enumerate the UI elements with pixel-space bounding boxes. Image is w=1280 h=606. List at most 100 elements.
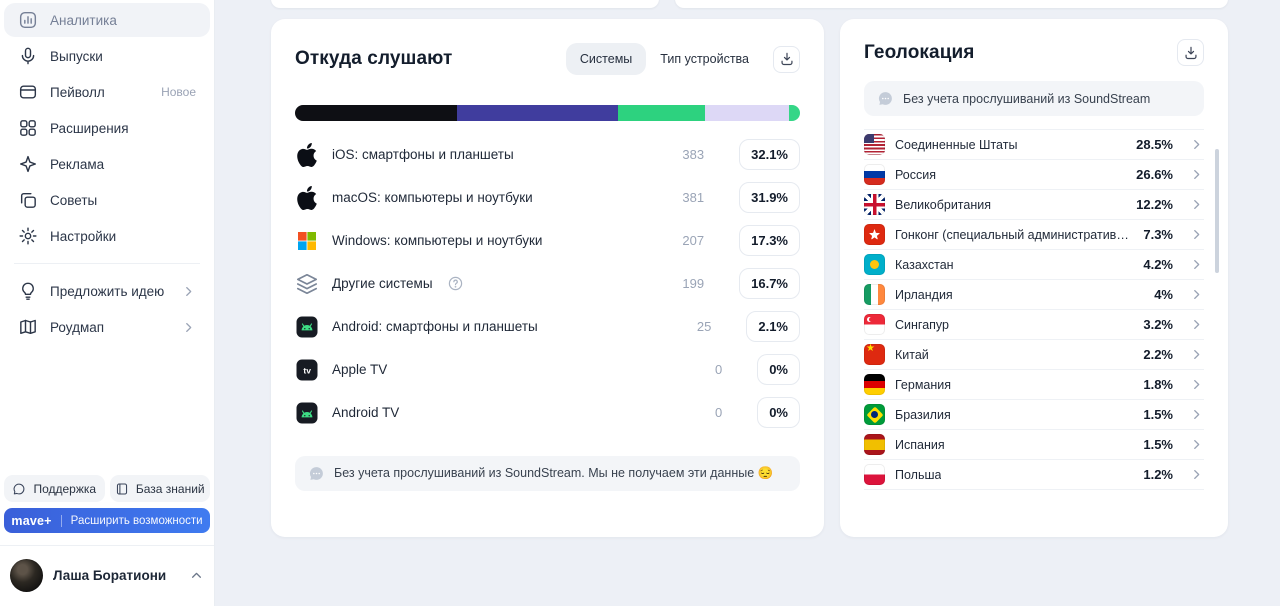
upgrade-label: Расширить возможности	[70, 514, 203, 527]
svg-text:tv: tv	[303, 365, 311, 375]
country-percent: 2.2%	[1143, 347, 1173, 362]
sidebar-item[interactable]: Расширения	[4, 111, 210, 145]
country-row[interactable]: Казахстан 4.2%	[864, 250, 1204, 280]
export-button[interactable]	[773, 45, 800, 73]
country-name: Ирландия	[895, 287, 953, 302]
systems-tabs: Системы Тип устройства	[565, 43, 763, 75]
os-icon	[295, 401, 319, 425]
listen-count: 207	[682, 233, 705, 248]
country-flag-icon	[864, 284, 885, 305]
country-flag-icon	[864, 344, 885, 365]
knowledge-base-button[interactable]: База знаний	[109, 475, 210, 502]
tab[interactable]: Системы	[565, 43, 647, 75]
country-name: Китай	[895, 347, 929, 362]
country-percent: 12.2%	[1136, 197, 1173, 212]
country-row[interactable]: Китай 2.2%	[864, 340, 1204, 370]
system-row: Другие системы 199 16.7%	[295, 262, 800, 305]
support-button[interactable]: Поддержка	[4, 475, 105, 502]
geo-card-title: Геолокация	[864, 41, 975, 63]
system-label: iOS: смартфоны и планшеты	[332, 147, 514, 162]
download-icon	[1183, 45, 1199, 61]
country-name: Великобритания	[895, 197, 991, 212]
country-flag-icon	[864, 404, 885, 425]
sidebar-item[interactable]: Советы	[4, 183, 210, 217]
percent-pill: 17.3%	[739, 225, 800, 256]
chevron-right-icon	[1189, 467, 1204, 482]
country-row[interactable]: Польша 1.2%	[864, 460, 1204, 490]
partial-card-top-left	[271, 0, 659, 8]
sidebar-item[interactable]: Реклама	[4, 147, 210, 181]
country-row[interactable]: Россия 26.6%	[864, 160, 1204, 190]
mave-plus-upgrade-button[interactable]: mave+ Расширить возможности	[4, 508, 210, 533]
geo-list: Соединенные Штаты 28.5% Россия 26.6% Вел…	[864, 129, 1204, 490]
user-profile[interactable]: Лаша Боратиони	[4, 546, 210, 606]
sidebar-item[interactable]: Настройки	[4, 219, 210, 253]
chevron-right-icon	[1189, 437, 1204, 452]
sidebar-item-icon	[18, 226, 38, 246]
sidebar-item[interactable]: Предложить идею	[4, 274, 210, 308]
chevron-right-icon	[1189, 227, 1204, 242]
country-percent: 26.6%	[1136, 167, 1173, 182]
sidebar-item[interactable]: Аналитика	[4, 3, 210, 37]
chevron-right-icon	[1189, 197, 1204, 212]
country-percent: 4%	[1154, 287, 1173, 302]
chevron-right-icon	[1189, 257, 1204, 272]
listen-count: 383	[682, 147, 705, 162]
percent-pill: 0%	[757, 397, 800, 428]
sidebar-item-label: Роудмап	[50, 319, 105, 335]
knowledge-base-label: База знаний	[135, 481, 205, 496]
country-row[interactable]: Сингапур 3.2%	[864, 310, 1204, 340]
chevron-right-icon	[1189, 167, 1204, 182]
country-row[interactable]: Испания 1.5%	[864, 430, 1204, 460]
systems-list: iOS: смартфоны и планшеты 383 32.1% macO…	[295, 133, 800, 434]
country-row[interactable]: Гонконг (специальный административный ра…	[864, 220, 1204, 250]
user-name: Лаша Боратиони	[53, 568, 167, 583]
country-flag-icon	[864, 434, 885, 455]
listen-count: 0	[714, 405, 723, 420]
export-button[interactable]	[1177, 39, 1204, 66]
chat-icon	[12, 482, 26, 496]
sidebar-item[interactable]: Пейволл Новое	[4, 75, 210, 109]
bar-segment	[617, 105, 706, 121]
percent-pill: 16.7%	[739, 268, 800, 299]
system-label: Другие системы	[332, 276, 433, 291]
sidebar-item-label: Пейволл	[50, 84, 105, 100]
percent-pill: 32.1%	[739, 139, 800, 170]
sidebar-item[interactable]: Выпуски	[4, 39, 210, 73]
country-row[interactable]: Бразилия 1.5%	[864, 400, 1204, 430]
country-flag-icon	[864, 134, 885, 155]
note-text: Без учета прослушиваний из SoundStream	[903, 91, 1151, 106]
tab[interactable]: Тип устройства	[646, 43, 763, 75]
divider	[60, 514, 62, 527]
country-name: Россия	[895, 167, 936, 182]
country-name: Казахстан	[895, 257, 954, 272]
country-flag-icon	[864, 224, 885, 245]
scrollbar[interactable]	[1215, 149, 1219, 273]
country-row[interactable]: Ирландия 4%	[864, 280, 1204, 310]
chevron-right-icon	[181, 284, 196, 299]
system-row: iOS: смартфоны и планшеты 383 32.1%	[295, 133, 800, 176]
system-row: Windows: компьютеры и ноутбуки 207 17.3%	[295, 219, 800, 262]
country-name: Бразилия	[895, 407, 951, 422]
sidebar-nav: Аналитика Выпуски Пейволл Новое Расширен…	[0, 0, 214, 346]
chevron-right-icon	[1189, 377, 1204, 392]
sidebar-item-label: Реклама	[50, 156, 105, 172]
country-flag-icon	[864, 194, 885, 215]
sidebar-item-icon	[18, 281, 38, 301]
country-percent: 3.2%	[1143, 317, 1173, 332]
sidebar-item[interactable]: Роудмап	[4, 310, 210, 344]
os-icon	[295, 185, 319, 210]
sidebar-item-label: Расширения	[50, 120, 129, 136]
country-flag-icon	[864, 464, 885, 485]
system-label: Android TV	[332, 405, 400, 420]
country-percent: 28.5%	[1136, 137, 1173, 152]
country-name: Соединенные Штаты	[895, 137, 1018, 152]
country-row[interactable]: Соединенные Штаты 28.5%	[864, 130, 1204, 160]
system-label: macOS: компьютеры и ноутбуки	[332, 190, 533, 205]
country-row[interactable]: Германия 1.8%	[864, 370, 1204, 400]
help-icon[interactable]	[447, 275, 464, 292]
os-icon	[295, 272, 319, 296]
country-row[interactable]: Великобритания 12.2%	[864, 190, 1204, 220]
partial-card-top-right	[675, 0, 1228, 8]
sidebar-item-icon	[18, 10, 38, 30]
